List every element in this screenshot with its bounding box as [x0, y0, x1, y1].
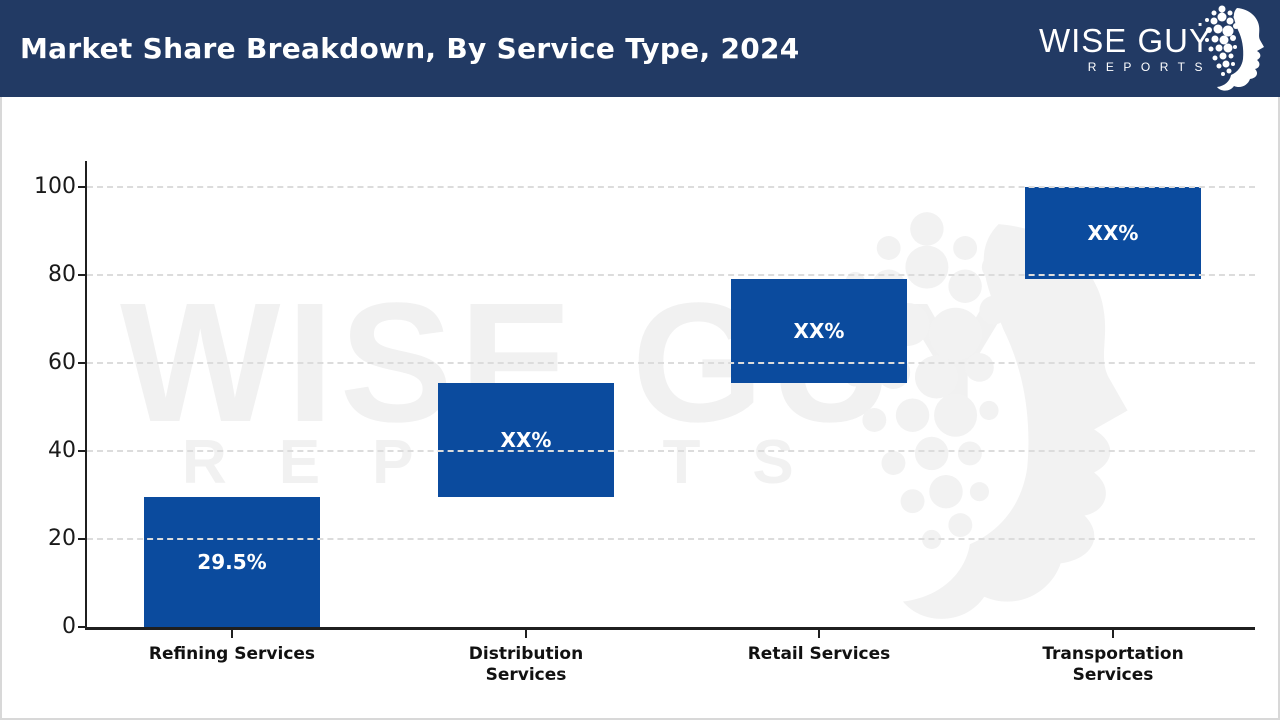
y-axis-line: [85, 161, 87, 630]
y-tick-label-20: 20: [48, 526, 76, 551]
logo-subtitle: REPORTS: [1087, 59, 1212, 74]
x-category-label-2: Distribution Services: [468, 644, 584, 685]
logo-wordmark: WISE GUẎ: [1038, 21, 1212, 59]
page-title: Market Share Breakdown, By Service Type,…: [20, 32, 800, 65]
gridline-80: [87, 274, 1255, 276]
bar-2: XX%: [438, 382, 614, 498]
gridline-60: [87, 362, 1255, 364]
chart-canvas: WISE GUY REPORTS 02040608010029.5%Refini…: [0, 97, 1280, 720]
gridline-40: [87, 450, 1255, 452]
y-tick-label-40: 40: [48, 438, 76, 463]
y-tick-label-80: 80: [48, 262, 76, 287]
y-tick-40: [78, 450, 87, 452]
bar-4: XX%: [1025, 187, 1201, 280]
x-category-label-4: Transportation Services: [1042, 644, 1184, 685]
y-tick-label-0: 0: [62, 614, 76, 639]
wise-guy-face-icon: [1205, 5, 1264, 91]
wise-guy-logo-text: WISE GUẎ REPORTS: [1038, 21, 1212, 74]
bar-3: XX%: [731, 279, 907, 383]
x-category-label-3: Retail Services: [747, 644, 891, 664]
bar-value-label-2: XX%: [500, 427, 552, 452]
x-category-label-1: Refining Services: [148, 644, 316, 664]
gridline-100: [87, 186, 1255, 188]
y-tick-60: [78, 362, 87, 364]
plot-area: 0 20 40 60 80 100 29.5% Refining Services XX% Dis…: [2, 97, 1278, 718]
bar-1: 29.5%: [144, 497, 320, 627]
x-tick-2: [525, 630, 527, 638]
y-tick-100: [78, 186, 87, 188]
x-tick-4: [1112, 630, 1114, 638]
x-tick-1: [231, 630, 233, 638]
y-tick-80: [78, 274, 87, 276]
header-bar: Market Share Breakdown, By Service Type,…: [0, 0, 1280, 97]
wise-guy-logo: WISE GUẎ REPORTS: [1039, 0, 1272, 97]
x-axis-line: [85, 627, 1255, 630]
bar-value-label-3: XX%: [793, 319, 845, 344]
y-tick-20: [78, 538, 87, 540]
y-tick-label-60: 60: [48, 350, 76, 375]
y-tick-label-100: 100: [34, 174, 76, 199]
gridline-20: [87, 538, 1255, 540]
y-tick-0: [78, 626, 87, 628]
bar-value-label-4: XX%: [1087, 221, 1139, 246]
x-tick-3: [818, 630, 820, 638]
bar-value-label-1: 29.5%: [197, 550, 267, 575]
